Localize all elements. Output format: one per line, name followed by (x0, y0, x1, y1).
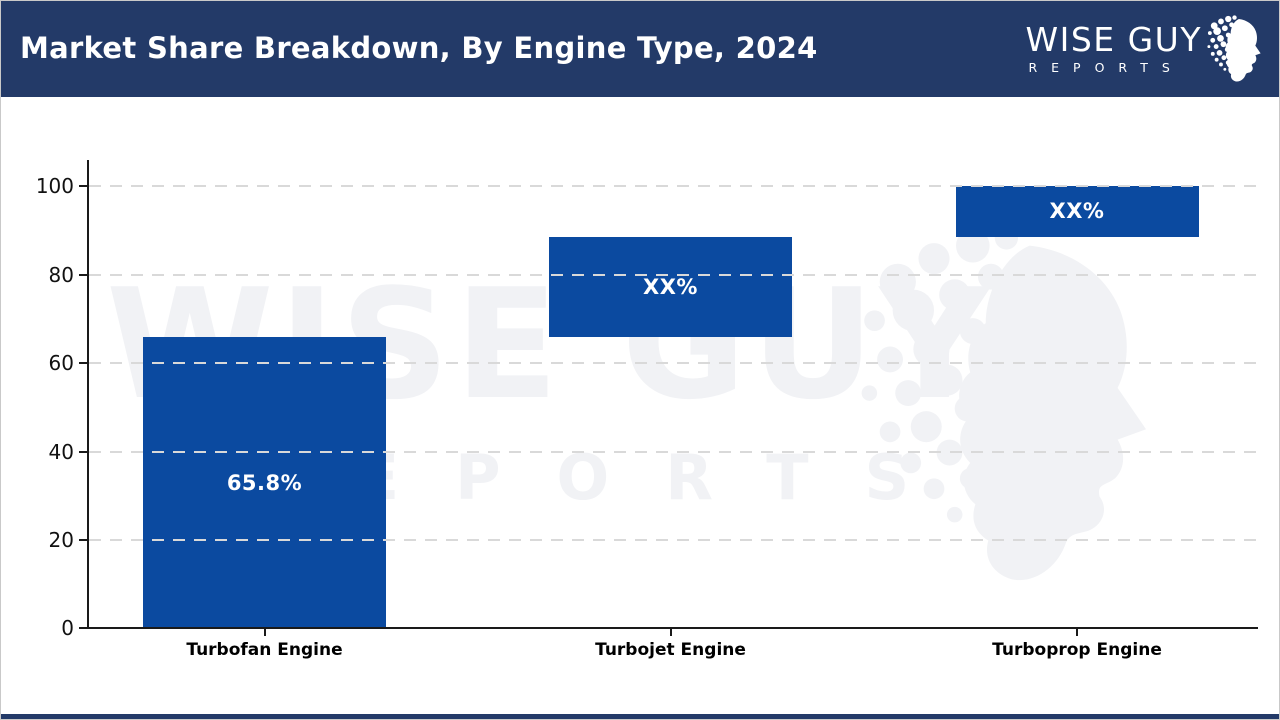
x-tick-turbojet-engine (669, 629, 672, 636)
y-tick-100 (79, 185, 87, 188)
y-tick-label-20: 20 (48, 527, 74, 552)
y-tick-label-100: 100 (35, 174, 74, 199)
y-tick-20 (79, 538, 87, 541)
gridline-y-60 (89, 362, 1258, 365)
logo-wordmark: WISE GUY (1025, 19, 1202, 59)
gridline-y-20 (89, 538, 1258, 541)
footer-bar (0, 714, 1280, 720)
bar-value-label: 65.8% (226, 470, 303, 495)
bar-value-label: XX% (1049, 199, 1105, 224)
y-axis-line (87, 160, 89, 629)
watermark-head-icon (852, 225, 1166, 587)
y-tick-label-40: 40 (48, 439, 74, 464)
wiseguy-logo: WISE GUY REPORTS (1025, 14, 1264, 84)
header: Market Share Breakdown, By Engine Type, … (0, 0, 1280, 97)
x-tick-turboprop-engine (1076, 629, 1078, 636)
y-tick-0 (79, 627, 87, 630)
x-category-label-turbojet-engine: Turbojet Engine (595, 640, 746, 660)
logo-subtext: REPORTS (1028, 59, 1184, 75)
bar-turboprop-engine: XX% (955, 186, 1199, 237)
bar-turbofan-engine: 65.8% (143, 337, 386, 629)
x-category-label-turboprop-engine: Turboprop Engine (992, 640, 1162, 660)
gridline-y-100 (89, 185, 1258, 188)
gridline-y-80 (89, 273, 1258, 276)
gridline-y-40 (89, 450, 1258, 453)
y-tick-60 (79, 362, 87, 365)
y-tick-80 (79, 273, 87, 276)
x-category-label-turbofan-engine: Turbofan Engine (186, 640, 343, 660)
y-tick-label-60: 60 (48, 351, 74, 376)
y-tick-label-0: 0 (61, 616, 74, 641)
bar-turbojet-engine: XX% (549, 236, 792, 338)
y-tick-40 (79, 450, 87, 453)
bar-value-label: XX% (643, 274, 698, 299)
chart-area: WISE GUY REPORTS 0 20 40 60 80 100 65.8% Turbof… (0, 97, 1280, 714)
x-tick-turbofan-engine (263, 629, 266, 636)
page-title: Market Share Breakdown, By Engine Type, … (20, 30, 818, 65)
x-axis-line (86, 627, 1258, 629)
wiseguy-head-icon (1206, 14, 1264, 84)
y-tick-label-80: 80 (48, 262, 74, 287)
logo-text: WISE GUY REPORTS (1025, 23, 1202, 75)
